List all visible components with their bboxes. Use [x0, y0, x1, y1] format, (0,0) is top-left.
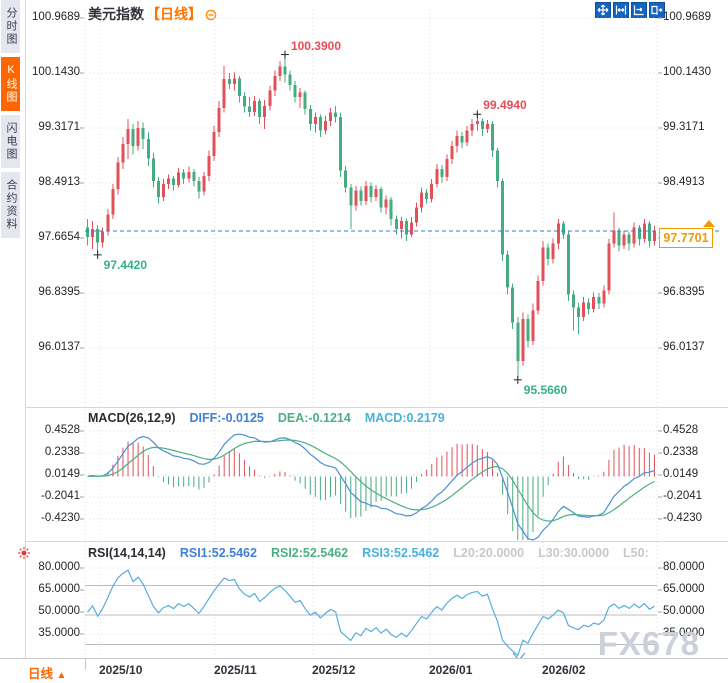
y-axis-label: 50.0000 [38, 605, 80, 617]
period-tag: 【日线】 [146, 6, 202, 22]
y-axis-label: 80.0000 [38, 560, 80, 573]
crosshair-move-icon [597, 4, 609, 16]
x-axis-label: 2026/02 [542, 663, 586, 677]
rsi-value-2: RSI3:52.5462 [362, 546, 440, 560]
y-axis-label: 98.4913 [663, 176, 705, 188]
macd-diff-line [87, 433, 655, 541]
y-axis-label: 96.0137 [38, 340, 80, 353]
y-axis-label: 100.9689 [663, 11, 711, 23]
sidebar-tab-flash[interactable]: 闪电图 [1, 115, 20, 168]
macd-value-1: DEA:-0.1214 [277, 411, 351, 425]
y-axis-label: 0.0149 [44, 468, 80, 480]
high-annotation: 99.4940 [483, 98, 527, 113]
y-axis-label: 0.4528 [663, 424, 699, 436]
y-axis-label: 0.4528 [44, 424, 80, 436]
y-axis-label: 35.0000 [663, 627, 705, 639]
grid-lines [26, 10, 728, 662]
y-axis-label: 100.1430 [32, 66, 80, 78]
low-annotation: 95.5660 [523, 382, 568, 397]
y-axis-label: 100.9689 [32, 11, 80, 23]
rsi-title: RSI(14,14,14) [88, 546, 166, 560]
low-annotation: 97.4420 [103, 257, 148, 272]
rsi-settings-icon[interactable] [17, 546, 31, 560]
rsi-value-0: RSI1:52.5462 [179, 546, 257, 560]
y-axis-label: 96.0137 [663, 340, 705, 353]
macd-header: MACD(26,12,9) DIFF:-0.0125 DEA:-0.1214 MAC… [88, 411, 445, 425]
x-axis-label: 2025/11 [214, 663, 257, 677]
candlestick-series [86, 56, 656, 378]
fit-horizontal-button[interactable] [613, 2, 629, 18]
sidebar-tab-contract-info[interactable]: 合约资料 [1, 172, 20, 238]
y-axis-label: 0.2338 [663, 446, 699, 458]
rsi-value-3: L20:20.0000 [453, 546, 525, 560]
chart-settings-icon[interactable] [204, 7, 218, 21]
period-selector[interactable]: 日线 ▲ [28, 663, 66, 682]
fit-horizontal-icon [615, 5, 627, 15]
y-axis-label: 65.0000 [663, 582, 705, 595]
y-axis-label: 0.2338 [44, 446, 80, 458]
y-axis-label: -0.4230 [40, 511, 80, 524]
y-axis-label: 100.1430 [663, 66, 711, 78]
sidebar-tab-kline[interactable]: K线图 [1, 57, 20, 111]
rsi-value-5: L50: [623, 546, 649, 560]
sidebar: 分时图 K线图闪电图合约资料 [0, 0, 26, 682]
price-annotations [93, 50, 522, 384]
period-up-arrow-icon: ▲ [56, 670, 67, 681]
axis-divider [85, 659, 86, 670]
shift-right-button[interactable] [631, 2, 647, 18]
rsi-panel [87, 569, 655, 657]
high-annotation: 100.3900 [290, 38, 341, 53]
y-axis-label: -0.4230 [663, 511, 703, 524]
macd-dea-line [87, 439, 655, 522]
period-label: 日线 [28, 667, 54, 681]
y-axis-label: 98.4913 [38, 176, 80, 188]
y-axis-label: 35.0000 [38, 627, 80, 639]
y-axis-label: -0.2041 [663, 490, 703, 502]
y-axis-label: 80.0000 [663, 560, 705, 573]
y-axis-label: 97.6654 [38, 231, 80, 243]
sidebar-tab-time-share[interactable]: 分时图 [1, 0, 20, 53]
x-axis-label: 2026/01 [429, 663, 473, 677]
y-axis-label: 99.3171 [38, 121, 80, 133]
chart-toolbar [595, 2, 665, 18]
watermark: FX678 [597, 625, 700, 662]
rsi-header: RSI(14,14,14) RSI1:52.5462 RSI2:52.5462 RS… [88, 546, 649, 560]
x-axis-label: 2025/10 [99, 663, 143, 677]
rsi-value-4: L30:30.0000 [538, 546, 610, 560]
price-up-arrow-icon [703, 220, 715, 228]
macd-value-2: MACD:0.2179 [364, 411, 445, 425]
rsi-value-1: RSI2:52.5462 [270, 546, 349, 560]
current-price-badge: 97.7701 [659, 228, 713, 249]
crosshair-move-button[interactable] [595, 2, 611, 18]
y-axis-label: 65.0000 [38, 582, 80, 595]
y-axis-label: 96.8395 [38, 285, 80, 298]
go-to-latest-icon [651, 5, 663, 15]
macd-title: MACD(26,12,9) [88, 411, 176, 425]
y-axis-label: 99.3171 [663, 121, 705, 133]
time-axis-bar: 日线 ▲ 2025/10 2025/11 2025/12 2026/01 2026/02 [0, 658, 728, 683]
macd-panel [87, 433, 655, 541]
y-axis-label: 96.8395 [663, 285, 705, 298]
macd-value-0: DIFF:-0.0125 [189, 411, 264, 425]
x-axis-label: 2025/12 [312, 663, 356, 677]
rsi-line [87, 569, 655, 657]
shift-right-icon [633, 5, 644, 16]
y-axis-label: 0.0149 [663, 468, 699, 480]
y-axis-label: -0.2041 [40, 490, 80, 502]
y-axis-label: 50.0000 [663, 605, 705, 617]
